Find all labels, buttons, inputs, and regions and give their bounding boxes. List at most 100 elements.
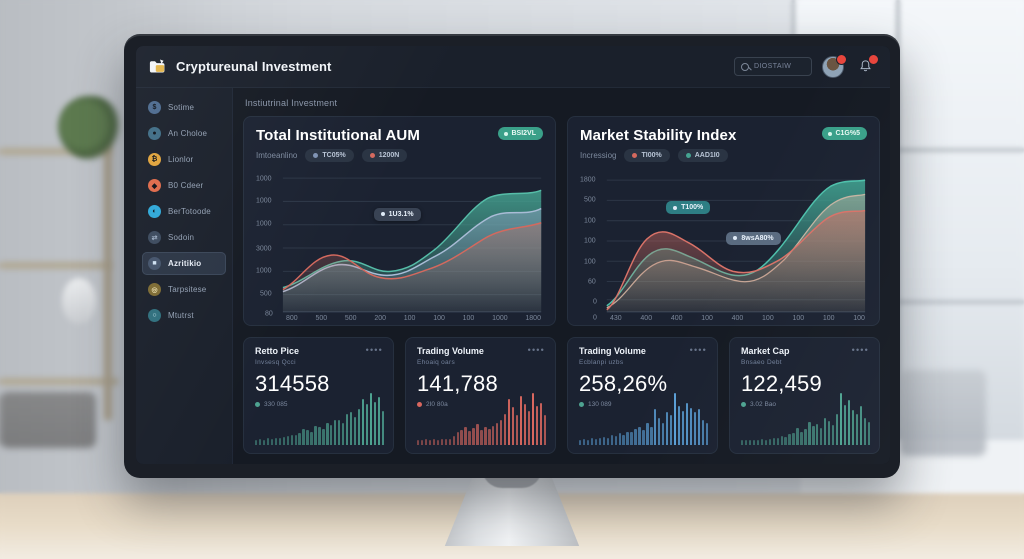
sparkline-bar [314, 426, 317, 445]
chart-svg [606, 179, 866, 313]
y-axis-tick: 1000 [256, 175, 272, 183]
sparkline-bar [776, 438, 779, 445]
x-axis-tick: 100 [701, 315, 713, 322]
sidebar-item-lionlor[interactable]: ₿ Lionlor [142, 148, 226, 171]
sparkline-bar [618, 433, 621, 445]
sparkline-bar [543, 415, 546, 445]
search-input[interactable]: DIOSTAIW [734, 57, 812, 76]
app-body: $ Sotime ● An Choloe ₿ Lionlor ◆ B0 Cdee… [136, 88, 890, 464]
sidebar-item-tarpsitese[interactable]: ◎ Tarpsitese [142, 278, 226, 301]
sparkline-bar [602, 437, 606, 445]
kpi-footnote: 3.02 Bao [741, 401, 869, 408]
sidebar-item-azritikio[interactable]: ■ Azritikio [142, 252, 226, 275]
sparkline-bar [665, 412, 669, 445]
more-dots-icon[interactable]: •••• [527, 345, 545, 355]
notifications-button[interactable] [854, 53, 879, 78]
more-dots-icon[interactable]: •••• [365, 345, 383, 355]
y-axis-tick: 60 [588, 278, 596, 286]
more-dots-icon[interactable]: •••• [689, 345, 707, 355]
kpi-footnote: 130 089 [579, 401, 707, 408]
sparkline-bar [318, 427, 321, 445]
sparkline-bar [428, 440, 432, 445]
kpi-card-trading-volume-2: Trading Volume •••• Ecblanpi uzbs 258,26… [567, 337, 718, 454]
kpi-value: 141,788 [417, 371, 498, 396]
chart-tooltip: 1U3.1% [373, 207, 421, 221]
x-axis-tick: 100 [433, 315, 445, 322]
tooltip-dot-icon [733, 236, 738, 241]
sparkline-bar [262, 440, 266, 445]
bell-icon [854, 56, 876, 78]
sparkline-bar [768, 439, 772, 445]
sparkline-bar [586, 440, 590, 445]
decor-vase [62, 278, 96, 324]
sidebar-item-an-choloe[interactable]: ● An Choloe [142, 122, 226, 145]
sidebar-item-label: Tarpsitese [168, 285, 207, 294]
sidebar-item-label: BerTotoode [168, 207, 211, 216]
kpi-value: 258,26% [579, 371, 668, 396]
y-axis-tick: 100 [584, 217, 596, 225]
status-badge: C1G%5 [822, 127, 867, 140]
sparkline-bar [598, 438, 602, 445]
more-dots-icon[interactable]: •••• [851, 345, 869, 355]
sparkline-bar [255, 440, 258, 445]
legend-chip[interactable]: TC05% [305, 149, 354, 162]
x-axis-tick: 100 [762, 315, 774, 322]
sidebar-item-mtutrst[interactable]: ○ Mtutrst [142, 304, 226, 327]
chart-tooltip: T100% [666, 201, 711, 215]
sparkline-bar [741, 440, 744, 445]
kpi-dot-icon [579, 402, 584, 407]
sparkline-bar [472, 428, 475, 445]
kpi-title: Trading Volume [579, 346, 646, 356]
sparkline-bar [519, 396, 523, 445]
tooltip-label: 1U3.1% [388, 210, 414, 218]
sidebar: $ Sotime ● An Choloe ₿ Lionlor ◆ B0 Cdee… [136, 88, 233, 464]
chart-card-header: Total Institutional AUM BSI2VL [256, 127, 543, 144]
sparkline-bar [642, 430, 645, 445]
kpi-footnote-label: 2I0 80a [426, 401, 448, 408]
sparkline-bar [492, 426, 495, 445]
kpi-value: 314558 [255, 371, 330, 396]
sparkline-bar [638, 427, 641, 445]
legend-dot-icon [685, 153, 691, 158]
legend-chip[interactable]: AAD1I0 [677, 149, 728, 162]
x-axis-tick: 400 [731, 315, 744, 322]
sidebar-item-bertotoode[interactable]: ◐ BerTotoode [142, 200, 226, 223]
legend-caption: Imtoeanlino [256, 151, 298, 160]
dashboard-app: Cryptureunal Investment DIOSTAIW [136, 46, 890, 464]
background-chair [0, 392, 96, 448]
sparkline-bar [278, 438, 282, 445]
sparkline-bar [523, 404, 527, 445]
brand: Cryptureunal Investment [148, 57, 331, 76]
sparkline-bar [424, 439, 428, 445]
bookshelf-board [0, 148, 112, 155]
sparkline-bar [282, 437, 286, 445]
sparkline-bar [744, 440, 748, 445]
avatar[interactable] [822, 53, 847, 78]
kpi-dot-icon [417, 402, 422, 407]
chart-plot-area: 1800 500 100 100 100 60 0 0 T100% [580, 168, 867, 322]
sparkline-bars [417, 393, 546, 445]
y-axis-tick: 80 [265, 310, 273, 318]
sidebar-item-sotime[interactable]: $ Sotime [142, 96, 226, 119]
sparkline-bar [353, 417, 357, 445]
chart-tooltip: 8wsA80% [726, 231, 781, 245]
sparkline-bar [373, 402, 376, 445]
app-topbar: Cryptureunal Investment DIOSTAIW [136, 46, 890, 88]
globe-icon: ○ [148, 309, 161, 322]
sidebar-item-sodoin[interactable]: ⇄ Sodoin [142, 226, 226, 249]
sidebar-item-label: Lionlor [168, 155, 194, 164]
sparkline-bar [705, 423, 708, 445]
legend-chip[interactable]: TI00% [624, 149, 670, 162]
bookshelf-side-panel [104, 120, 112, 420]
legend-caption: Incressiog [580, 151, 617, 160]
sparkline-bar [349, 412, 353, 445]
chart-card-market-stability-index: Market Stability Index C1G%5 Incressiog … [567, 116, 880, 326]
sparkline-bar [658, 418, 661, 445]
y-axis-tick: 3000 [256, 245, 272, 253]
sparkline-bar [646, 423, 649, 445]
sidebar-item-b0-cdeer[interactable]: ◆ B0 Cdeer [142, 174, 226, 197]
sparkline-bar [488, 429, 491, 445]
sparkline-bar [677, 406, 681, 445]
sparkline-bar [341, 423, 345, 445]
legend-chip[interactable]: 1200N [361, 149, 408, 162]
